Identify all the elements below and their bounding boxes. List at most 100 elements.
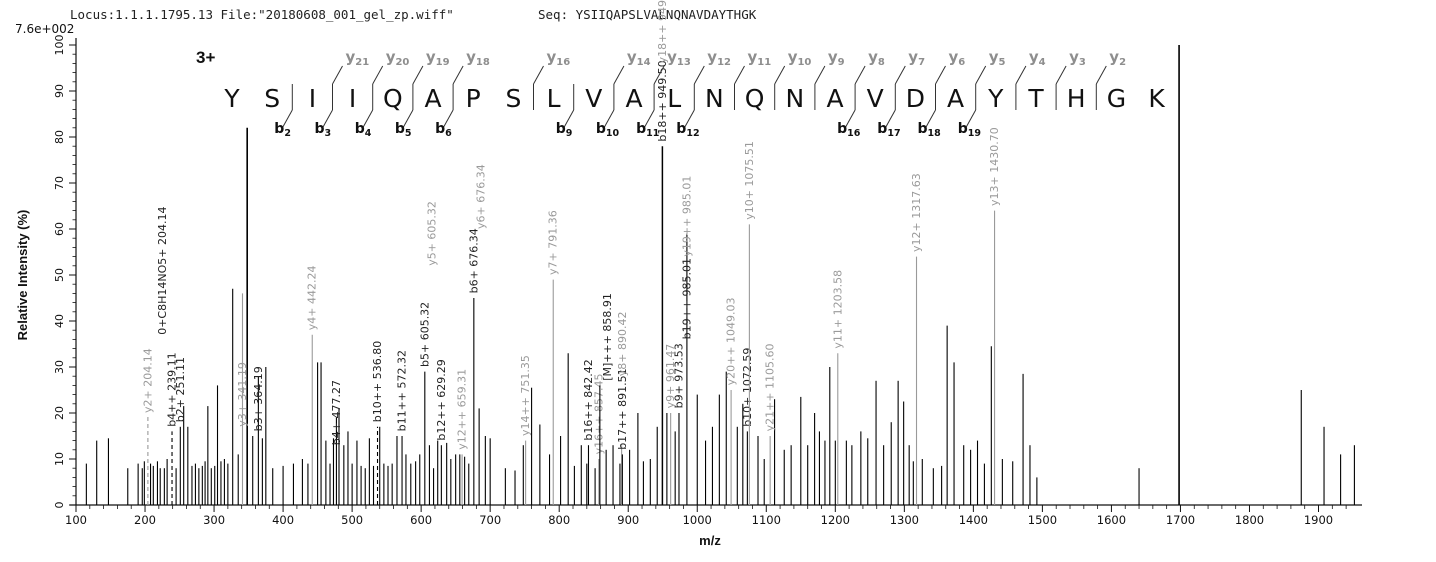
sequence-residue: T bbox=[1027, 84, 1044, 113]
peak-ion-label: y19++ 985.01 bbox=[680, 176, 693, 257]
peak-ion-label: y11+ 1203.58 bbox=[831, 270, 844, 349]
b-ion-slash bbox=[442, 109, 454, 129]
peak-ion-label: y2+ 204.14 bbox=[141, 348, 154, 413]
x-tick-label: 900 bbox=[617, 513, 639, 527]
x-tick-label: 300 bbox=[203, 513, 225, 527]
sequence-residue: Q bbox=[383, 84, 403, 113]
peak-ion-label: b4+ 477.27 bbox=[330, 380, 343, 445]
y-ion-slash bbox=[613, 65, 625, 85]
sequence-residue: A bbox=[625, 84, 642, 113]
y-tick-label: 50 bbox=[53, 268, 66, 282]
peak-ion-label: b5+ 605.32 bbox=[418, 302, 431, 367]
y-ion-ladder-label: y7 bbox=[908, 48, 925, 68]
y-ion-ladder-label: y9 bbox=[828, 48, 845, 68]
y-ion-slash bbox=[935, 65, 946, 85]
sequence-residue: I bbox=[349, 84, 356, 113]
b-ion-slash bbox=[884, 109, 896, 129]
sequence-residue: N bbox=[705, 84, 724, 113]
peak-ion-label: y6+ 676.34 bbox=[475, 164, 488, 229]
y-ion-ladder-label: y18 bbox=[466, 48, 490, 68]
peak-ion-label: b10++ 536.80 bbox=[371, 341, 384, 422]
y-tick-label: 30 bbox=[53, 360, 66, 374]
y-tick-label: 20 bbox=[53, 406, 66, 420]
peak-ion-label: y7+ 791.36 bbox=[547, 210, 560, 275]
x-tick-label: 200 bbox=[134, 513, 156, 527]
y-ion-slash bbox=[653, 65, 665, 85]
sequence-residue: Y bbox=[223, 84, 240, 113]
y-tick-label: 70 bbox=[53, 176, 66, 190]
peak-ion-label: y12+ 1317.63 bbox=[910, 173, 923, 252]
peak-ion-label: b16++ 842.42 bbox=[582, 359, 595, 440]
peak-ion-label: y10+ 1075.51 bbox=[743, 141, 756, 220]
sequence-residue: V bbox=[585, 84, 602, 113]
x-tick-label: 1000 bbox=[683, 513, 712, 527]
peak-ion-label: b4++ 239.11 bbox=[166, 352, 179, 426]
y-ion-slash bbox=[693, 65, 705, 85]
peak-ion-label: b11++ 572.32 bbox=[396, 350, 409, 431]
peak-ion-label: y21++ 1105.60 bbox=[764, 343, 777, 431]
peak-ion-label: y12++ 659.31 bbox=[456, 369, 469, 450]
y-ion-slash bbox=[452, 65, 464, 85]
sequence-residue: S bbox=[264, 84, 280, 113]
y-ion-ladder-label: y4 bbox=[1029, 48, 1046, 68]
sequence-residue: Q bbox=[745, 84, 765, 113]
b-ion-slash bbox=[322, 109, 333, 129]
y-ion-ladder-label: y12 bbox=[707, 48, 731, 68]
peak-ion-label: b10+ 1072.59 bbox=[741, 348, 754, 427]
header-locus-file: Locus:1.1.1.1795.13 File:"20180608_001_g… bbox=[70, 7, 454, 22]
b-ion-ladder-label: b12 bbox=[676, 121, 699, 139]
y-ion-ladder-label: y13 bbox=[667, 48, 691, 68]
sequence-residue: D bbox=[906, 84, 925, 113]
b-ion-ladder-label: b19 bbox=[958, 121, 981, 139]
y-ion-ladder-label: y8 bbox=[868, 48, 885, 68]
sequence-residue: L bbox=[547, 84, 561, 113]
y-ion-ladder-label: y14 bbox=[627, 48, 651, 68]
y-ion-ladder-label: y3 bbox=[1069, 48, 1086, 68]
b-ion-slash bbox=[362, 109, 374, 129]
x-tick-label: 1700 bbox=[1166, 513, 1195, 527]
y-ion-ladder-label: y11 bbox=[748, 48, 772, 68]
b-ion-ladder-label: b16 bbox=[837, 121, 861, 139]
x-tick-label: 1100 bbox=[752, 513, 781, 527]
y-tick-label: 60 bbox=[53, 222, 66, 236]
y-ion-ladder-label: y19 bbox=[426, 48, 450, 68]
b-ion-ladder-label: b3 bbox=[315, 121, 332, 139]
b-ion-ladder-label: b6 bbox=[435, 121, 452, 139]
intensity-scale-label: 7.6e+002 bbox=[15, 22, 74, 36]
y-ion-slash bbox=[332, 65, 343, 85]
b-ion-slash bbox=[643, 109, 655, 129]
b-ion-slash bbox=[402, 109, 414, 129]
sequence-residue: Y bbox=[987, 84, 1004, 113]
b-ion-slash bbox=[603, 109, 615, 129]
y-ion-ladder-label: y6 bbox=[949, 48, 966, 68]
y-ion-ladder-label: y21 bbox=[346, 48, 370, 68]
peak-ion-label: y14++ 751.35 bbox=[519, 355, 532, 436]
y-ion-ladder-label: y16 bbox=[547, 48, 571, 68]
sequence-residue: L bbox=[667, 84, 681, 113]
y-axis-title: Relative Intensity (%) bbox=[15, 210, 30, 341]
y-ion-ladder-label: y10 bbox=[788, 48, 812, 68]
b-ion-ladder-label: b5 bbox=[395, 121, 412, 139]
y-tick-label: 0 bbox=[53, 502, 66, 509]
sequence-residue: N bbox=[785, 84, 804, 113]
peak-ion-label: y5+ 605.32 bbox=[426, 201, 439, 266]
peak-ion-label: y20++ 1049.03 bbox=[725, 297, 738, 385]
sequence-residue: V bbox=[867, 84, 884, 113]
sequence-residue: A bbox=[947, 84, 964, 113]
b-ion-ladder-label: b17 bbox=[877, 121, 900, 139]
y-ion-slash bbox=[372, 65, 384, 85]
peak-ion-label: y4+ 442.24 bbox=[306, 265, 319, 330]
peak-ion-label: y16++ 857.45 bbox=[592, 373, 605, 454]
x-tick-label: 1300 bbox=[890, 513, 919, 527]
peak-ion-label: y9+ 961.47 bbox=[664, 344, 677, 409]
sequence-residue: A bbox=[826, 84, 843, 113]
sequence-residue: H bbox=[1067, 84, 1086, 113]
y-ion-slash bbox=[533, 65, 544, 85]
x-tick-label: 100 bbox=[65, 513, 87, 527]
x-tick-label: 400 bbox=[272, 513, 294, 527]
x-tick-label: 600 bbox=[410, 513, 432, 527]
sequence-residue: P bbox=[466, 84, 481, 113]
x-tick-label: 1500 bbox=[1028, 513, 1057, 527]
y-ion-ladder-label: y20 bbox=[386, 48, 410, 68]
